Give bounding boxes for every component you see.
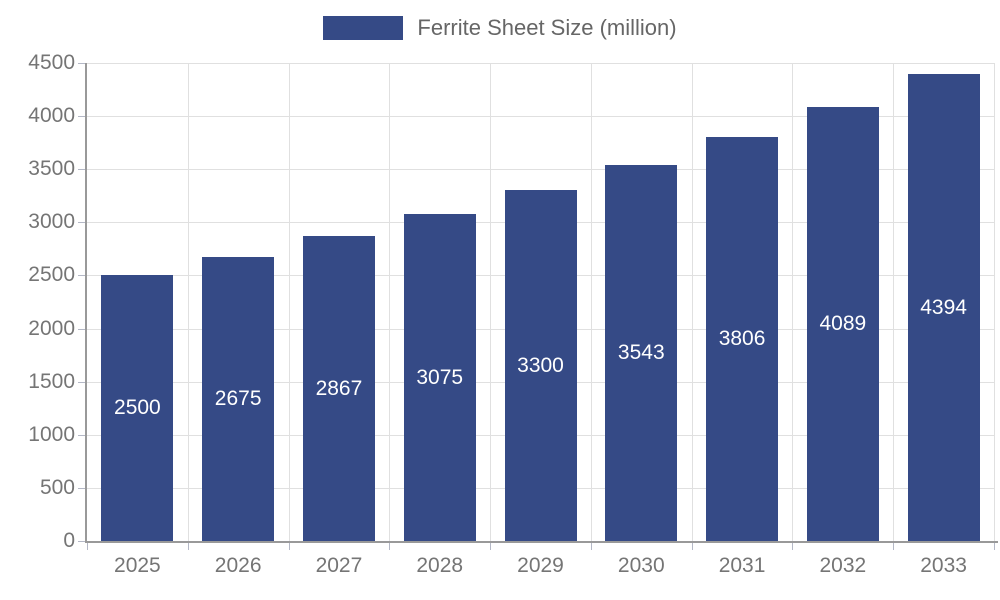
bar[interactable] (101, 275, 174, 541)
legend[interactable]: Ferrite Sheet Size (million) (0, 15, 1000, 41)
x-axis-tick (490, 541, 492, 550)
x-tick-label: 2031 (718, 554, 766, 577)
x-axis-line (85, 541, 998, 543)
bar-value-label: 4394 (920, 295, 967, 319)
x-axis-tick (87, 541, 88, 550)
gridline-vertical (893, 63, 895, 541)
bar[interactable] (403, 214, 476, 541)
y-axis-tick (78, 169, 87, 171)
y-axis-tick (78, 116, 87, 118)
bar[interactable] (806, 106, 879, 541)
bar[interactable] (202, 256, 275, 541)
x-axis-tick (994, 541, 995, 550)
gridline-vertical (792, 63, 794, 541)
bar-value-label: 4089 (819, 311, 867, 335)
gridline-vertical (288, 63, 290, 541)
x-tick-label: 2026 (214, 554, 262, 577)
x-axis-tick (691, 541, 693, 550)
x-tick-label: 2025 (114, 554, 161, 577)
x-axis-tick (792, 541, 794, 550)
bar-value-label: 3075 (416, 365, 464, 389)
gridline-horizontal (87, 63, 994, 64)
y-tick-label: 2000 (28, 316, 75, 340)
legend-swatch (323, 16, 404, 40)
y-axis-tick (78, 275, 87, 277)
gridline-horizontal (87, 169, 994, 171)
y-axis-tick (78, 487, 87, 489)
bar-value-label: 2500 (114, 396, 161, 420)
y-tick-label: 4500 (28, 51, 75, 74)
gridline-vertical (994, 63, 995, 541)
x-axis-tick (187, 541, 189, 550)
y-tick-label: 4000 (28, 104, 75, 128)
x-axis-tick (590, 541, 592, 550)
x-tick-label: 2028 (416, 554, 464, 577)
gridline-vertical (590, 63, 592, 541)
y-axis-tick (78, 222, 87, 224)
y-tick-label: 3000 (28, 210, 75, 234)
bar[interactable] (706, 136, 779, 541)
bar[interactable] (605, 164, 678, 541)
x-axis-tick (893, 541, 895, 550)
y-axis-tick (78, 328, 87, 330)
y-axis-tick (78, 434, 87, 436)
y-tick-label: 2500 (28, 263, 75, 287)
x-tick-label: 2032 (819, 554, 867, 577)
gridline-vertical (691, 63, 693, 541)
y-axis-tick (78, 541, 87, 542)
gridline-vertical (187, 63, 189, 541)
y-axis-tick (78, 63, 87, 64)
bar[interactable] (907, 74, 980, 541)
y-axis-tick (78, 381, 87, 383)
x-tick-label: 2033 (920, 554, 967, 577)
x-tick-label: 2029 (517, 554, 564, 577)
gridline-vertical (389, 63, 391, 541)
x-axis-tick (288, 541, 290, 550)
y-tick-label: 1000 (28, 422, 75, 446)
bar-value-label: 2867 (315, 376, 363, 400)
bar-value-label: 3806 (718, 326, 766, 350)
x-tick-label: 2027 (315, 554, 363, 577)
bar-value-label: 3300 (517, 353, 564, 377)
gridline-horizontal (87, 116, 994, 118)
y-tick-label: 3500 (28, 157, 75, 181)
bar[interactable] (504, 190, 577, 541)
legend-label: Ferrite Sheet Size (million) (417, 15, 677, 40)
x-axis-tick (389, 541, 391, 550)
gridline-vertical (490, 63, 492, 541)
bar[interactable] (302, 236, 375, 541)
bar-value-label: 3543 (617, 340, 665, 364)
y-tick-label: 0 (63, 529, 75, 552)
bar-value-label: 2675 (214, 386, 262, 410)
x-tick-label: 2030 (617, 554, 665, 577)
y-tick-label: 1500 (28, 369, 75, 393)
y-axis-line (85, 63, 87, 541)
y-tick-label: 500 (39, 475, 75, 499)
plot-area: 0 500 1000 1500 2000 2500 3000 3500 4000 4500 2025… (28, 51, 998, 577)
